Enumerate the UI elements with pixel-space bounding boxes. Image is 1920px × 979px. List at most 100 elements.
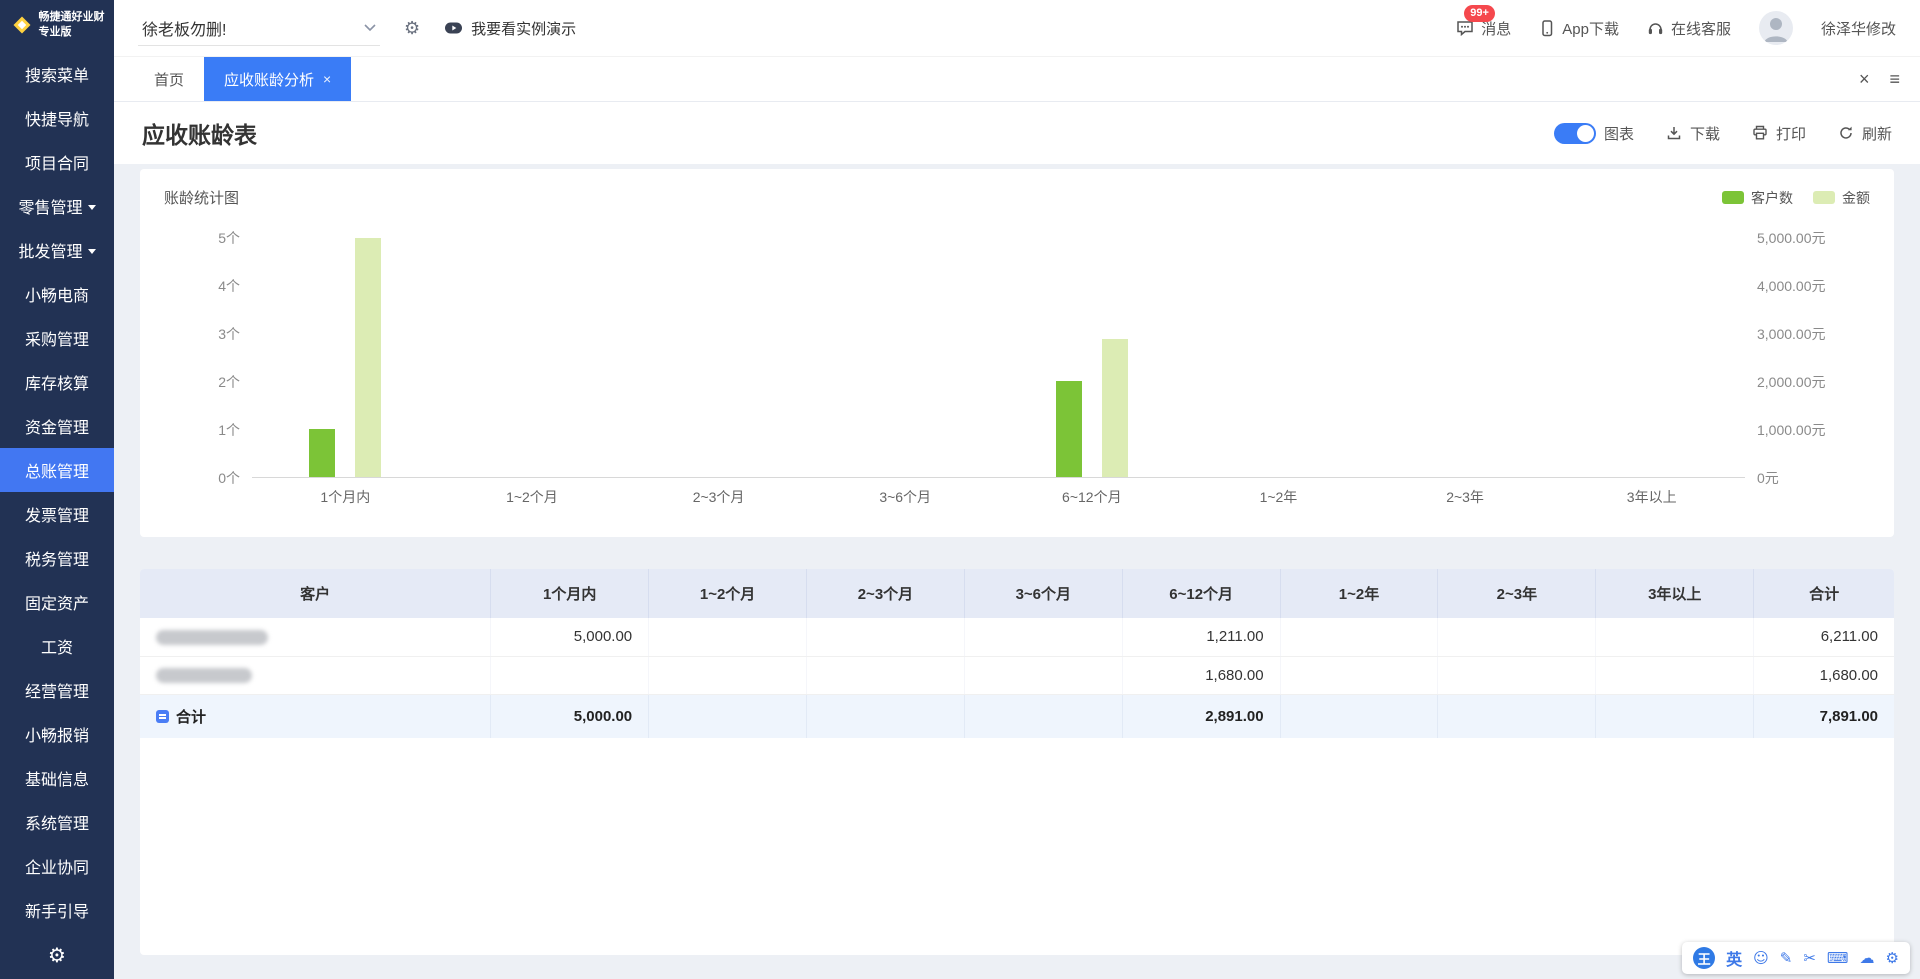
sidebar-item-9[interactable]: 总账管理 [0,448,114,493]
close-tab-icon[interactable]: × [323,71,332,87]
sidebar-item-label: 经营管理 [24,684,89,702]
column-header[interactable]: 3~6个月 [964,569,1123,618]
scissors-icon[interactable]: ✂ [1803,949,1816,967]
amount-cell [1437,656,1597,695]
sidebar-item-2[interactable]: 项目合同 [0,140,114,184]
sidebar-item-5[interactable]: 小畅电商 [0,272,114,316]
sidebar-item-16[interactable]: 基础信息 [0,756,114,800]
legend-item-0[interactable]: 客户数 [1722,188,1793,208]
ime-logo-icon[interactable]: 王 [1693,947,1716,969]
column-header[interactable]: 合计 [1753,569,1894,618]
demo-link[interactable]: 我要看实例演示 [444,18,576,39]
content: 应收账龄表 图表 下载 [114,102,1920,979]
refresh-button[interactable]: 刷新 [1838,123,1892,144]
print-button[interactable]: 打印 [1752,123,1806,144]
sidebar-item-13[interactable]: 工资 [0,624,114,668]
sidebar-item-label: 采购管理 [24,332,89,350]
sidebar-item-label: 企业协同 [24,860,89,878]
chart-toggle-label: 图表 [1603,125,1634,143]
sidebar-item-3[interactable]: 零售管理 [0,184,114,228]
pen-icon[interactable]: ✎ [1779,949,1793,967]
sidebar-item-8[interactable]: 资金管理 [0,404,114,448]
sidebar-item-19[interactable]: 新手引导 [0,888,114,932]
bar-group [1055,238,1128,477]
print-icon [1752,125,1768,141]
tab-1[interactable]: 应收账龄分析 × [204,57,352,101]
sidebar-item-15[interactable]: 小畅报销 [0,712,114,756]
amount-cell [490,656,650,695]
sidebar-item-1[interactable]: 快捷导航 [0,96,114,140]
column-header[interactable]: 客户 [140,569,492,618]
sidebar-item-7[interactable]: 库存核算 [0,360,114,404]
app-download-button[interactable]: App下载 [1539,18,1619,39]
x-axis-category-label: 6~12个月 [1062,489,1122,505]
chart-category-slot: 6~12个月 [999,238,1186,505]
sidebar-item-label: 基础信息 [24,772,89,790]
tab-list-menu-icon[interactable]: ≡ [1889,69,1900,89]
toggle-switch[interactable] [1553,122,1596,144]
online-support-button[interactable]: 在线客服 [1647,18,1731,39]
column-header[interactable]: 1~2个月 [648,569,808,618]
sidebar-item-label: 项目合同 [24,156,89,174]
amount-cell [648,656,808,695]
sidebar-item-label: 系统管理 [24,816,89,834]
ime-icons: ☺ ✎ ✂ ⌨ ☁ ⚙ [1753,949,1899,967]
axis-tick-label: 3,000.00元 [1757,326,1826,342]
chart-category-slot: 3~6个月 [812,238,999,505]
cloud-icon[interactable]: ☁ [1859,949,1875,967]
sidebar-item-12[interactable]: 固定资产 [0,580,114,624]
chart-category-slot: 1~2个月 [439,238,626,505]
online-support-label: 在线客服 [1670,20,1731,38]
bar-客户数 [1055,381,1082,477]
sidebar-item-label: 总账管理 [24,464,89,482]
gear-icon[interactable]: ⚙ [1885,949,1899,967]
customer-cell [140,618,492,657]
topbar: 徐老板勿删! ⚙ 我要看实例演示 99+ [114,0,1920,57]
total-amount-cell [648,694,808,738]
sidebar-item-label: 工资 [40,640,73,658]
messages-button[interactable]: 99+ 消息 [1456,4,1511,39]
sidebar-item-11[interactable]: 税务管理 [0,536,114,580]
legend-item-1[interactable]: 金额 [1813,188,1870,208]
sidebar-item-4[interactable]: 批发管理 [0,228,114,272]
table-row[interactable]: 1,680.00 1,680.00 [140,656,1894,695]
ime-language-indicator[interactable]: 英 [1726,952,1743,969]
column-header[interactable]: 2~3个月 [806,569,965,618]
download-button[interactable]: 下载 [1666,123,1720,144]
x-axis-category-label: 1~2年 [1259,489,1298,505]
smiley-icon[interactable]: ☺ [1753,949,1769,967]
column-header[interactable]: 1~2年 [1280,569,1439,618]
demo-video-icon [444,21,463,36]
chart-view-toggle[interactable]: 图表 [1553,122,1634,144]
user-avatar[interactable] [1758,11,1793,45]
sidebar-item-18[interactable]: 企业协同 [0,844,114,888]
total-amount-cell [1280,694,1439,738]
column-header[interactable]: 6~12个月 [1122,569,1281,618]
refresh-label: 刷新 [1861,125,1892,143]
axis-tick-label: 0元 [1757,470,1779,486]
keyboard-icon[interactable]: ⌨ [1826,949,1849,967]
company-select[interactable]: 徐老板勿删! [138,10,380,46]
column-header[interactable]: 1个月内 [490,569,650,618]
customer-cell [140,656,492,695]
username[interactable]: 徐泽华修改 [1820,20,1896,38]
table-row[interactable]: 5,000.00 1,211.00 6,211.00 [140,618,1894,657]
sidebar-item-14[interactable]: 经营管理 [0,668,114,712]
chart-legend: 客户数 金额 [1722,188,1870,208]
chart-body: 5个 4个 3个 2个 1个 0个 1个月内 1~2个月 2~3个月 3~6个月 6~12个月 1~… [164,230,1870,505]
org-settings-gear-icon[interactable]: ⚙ [404,17,421,38]
tabbar: 首页 应收账龄分析 × × ≡ [114,57,1920,102]
sidebar-item-10[interactable]: 发票管理 [0,492,114,536]
tab-0[interactable]: 首页 [134,57,204,101]
column-header[interactable]: 2~3年 [1437,569,1597,618]
sidebar-item-label: 小畅电商 [24,288,89,306]
close-all-tabs-icon[interactable]: × [1858,69,1870,89]
sidebar-item-6[interactable]: 采购管理 [0,316,114,360]
column-header[interactable]: 3年以上 [1595,569,1755,618]
sidebar-item-0[interactable]: 搜索菜单 [0,52,114,96]
axis-tick-label: 2,000.00元 [1757,374,1826,390]
sidebar-settings-gear-icon[interactable]: ⚙ [48,945,66,968]
bar-group [309,238,382,477]
amount-cell [806,618,965,657]
sidebar-item-17[interactable]: 系统管理 [0,800,114,844]
